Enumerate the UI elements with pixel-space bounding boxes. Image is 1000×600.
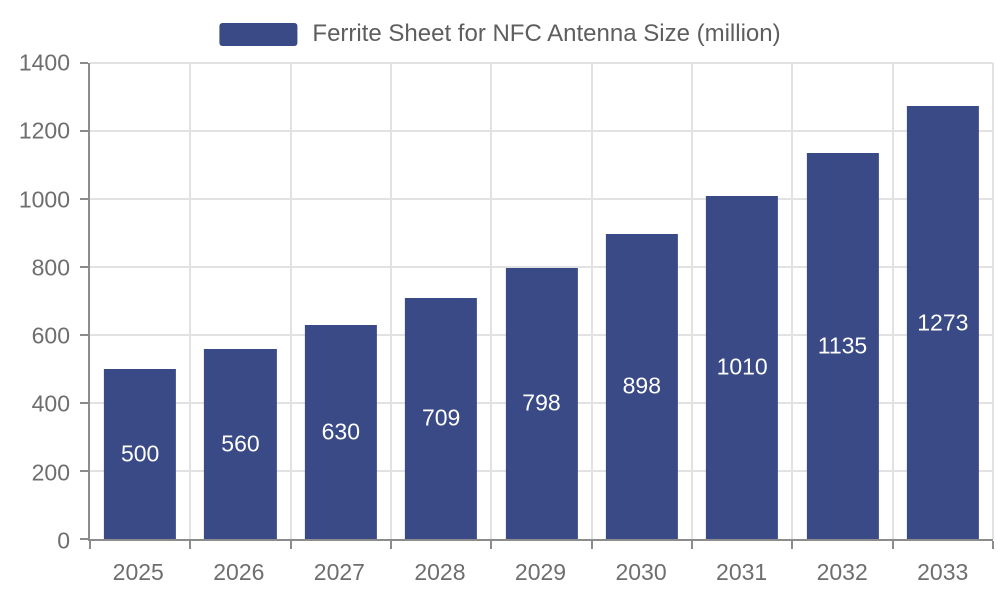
- x-axis-tick-label: 2032: [816, 559, 868, 585]
- x-axis-tick: [89, 541, 91, 549]
- x-axis-tick-label: 2029: [514, 559, 567, 585]
- bar[interactable]: 1273: [906, 106, 979, 539]
- v-gridline: [690, 63, 693, 539]
- v-gridline: [389, 63, 392, 539]
- legend-label: Ferrite Sheet for NFC Antenna Size (mill…: [312, 20, 781, 47]
- y-axis-tick-label: 1400: [18, 49, 70, 76]
- h-gridline: [90, 266, 993, 268]
- y-axis: 0 200 400 600 800 1000 1200 1400: [0, 51, 70, 552]
- bar[interactable]: 798: [505, 267, 578, 539]
- bar-value-label: 1273: [917, 309, 969, 336]
- x-axis-tick: [289, 541, 292, 549]
- y-axis-tick-label: 1200: [18, 117, 70, 144]
- x-axis-tick: [189, 541, 192, 549]
- bar[interactable]: 1135: [806, 153, 879, 539]
- x-axis-tick: [891, 541, 894, 549]
- h-gridline: [90, 130, 993, 132]
- bar-value-label: 630: [321, 418, 361, 445]
- y-axis-tick-label: 200: [31, 459, 70, 486]
- bar-value-label: 709: [421, 404, 461, 431]
- x-axis-tick: [590, 541, 593, 549]
- bar[interactable]: 1010: [706, 195, 779, 539]
- v-gridline: [189, 63, 192, 539]
- plot-area: 500 560 630 709 798 898 1010 1135 1273: [80, 62, 994, 549]
- bar-value-label: 500: [120, 440, 160, 467]
- bar-value-label: 560: [221, 430, 260, 457]
- bar[interactable]: 560: [204, 348, 277, 539]
- y-axis-tick-label: 600: [31, 322, 70, 349]
- bar[interactable]: 630: [304, 324, 377, 539]
- x-axis: 2025 2026 2027 2028 2029 2030 2031 2032 2033: [88, 551, 993, 593]
- x-axis-tick: [791, 541, 794, 549]
- x-axis-tick: [389, 541, 392, 549]
- x-axis-tick-label: 2030: [615, 559, 667, 585]
- v-gridline: [289, 63, 292, 539]
- v-gridline: [791, 63, 794, 539]
- y-axis-tick-label: 1000: [18, 186, 70, 213]
- bar-value-label: 798: [522, 389, 561, 416]
- bar[interactable]: 500: [104, 369, 177, 539]
- y-axis-tick-label: 0: [57, 527, 70, 554]
- y-axis-tick: [80, 62, 88, 64]
- y-axis-tick: [80, 266, 88, 268]
- y-axis-tick: [80, 470, 88, 472]
- x-axis-tick: [690, 541, 693, 549]
- h-gridline: [90, 198, 993, 200]
- bar[interactable]: 898: [605, 233, 678, 539]
- x-axis-tick-label: 2033: [917, 559, 969, 585]
- y-axis-tick: [80, 198, 88, 200]
- y-axis-tick-label: 800: [31, 254, 70, 281]
- legend-swatch-icon: [219, 22, 298, 46]
- v-gridline: [490, 63, 493, 539]
- v-gridline: [891, 63, 894, 539]
- h-gridline: [90, 62, 993, 64]
- x-axis-tick-label: 2027: [313, 559, 365, 585]
- x-axis-tick-label: 2028: [414, 559, 466, 585]
- v-gridline: [992, 63, 994, 539]
- bar-value-label: 1135: [817, 332, 868, 359]
- y-axis-tick: [80, 334, 88, 336]
- x-axis-tick-label: 2025: [112, 559, 164, 585]
- x-axis-tick-label: 2026: [213, 559, 265, 585]
- legend-item[interactable]: Ferrite Sheet for NFC Antenna Size (mill…: [219, 20, 781, 48]
- bar[interactable]: 709: [405, 297, 478, 539]
- y-axis-tick: [80, 402, 88, 404]
- x-axis-tick: [490, 541, 493, 549]
- y-axis-tick: [80, 538, 88, 540]
- bar-value-label: 1010: [716, 353, 768, 380]
- x-axis-tick-label: 2031: [716, 559, 768, 585]
- y-axis-tick-label: 400: [31, 390, 70, 417]
- bar-value-label: 898: [622, 372, 662, 399]
- v-gridline: [590, 63, 593, 539]
- x-axis-tick: [992, 541, 994, 549]
- y-axis-tick: [80, 130, 88, 132]
